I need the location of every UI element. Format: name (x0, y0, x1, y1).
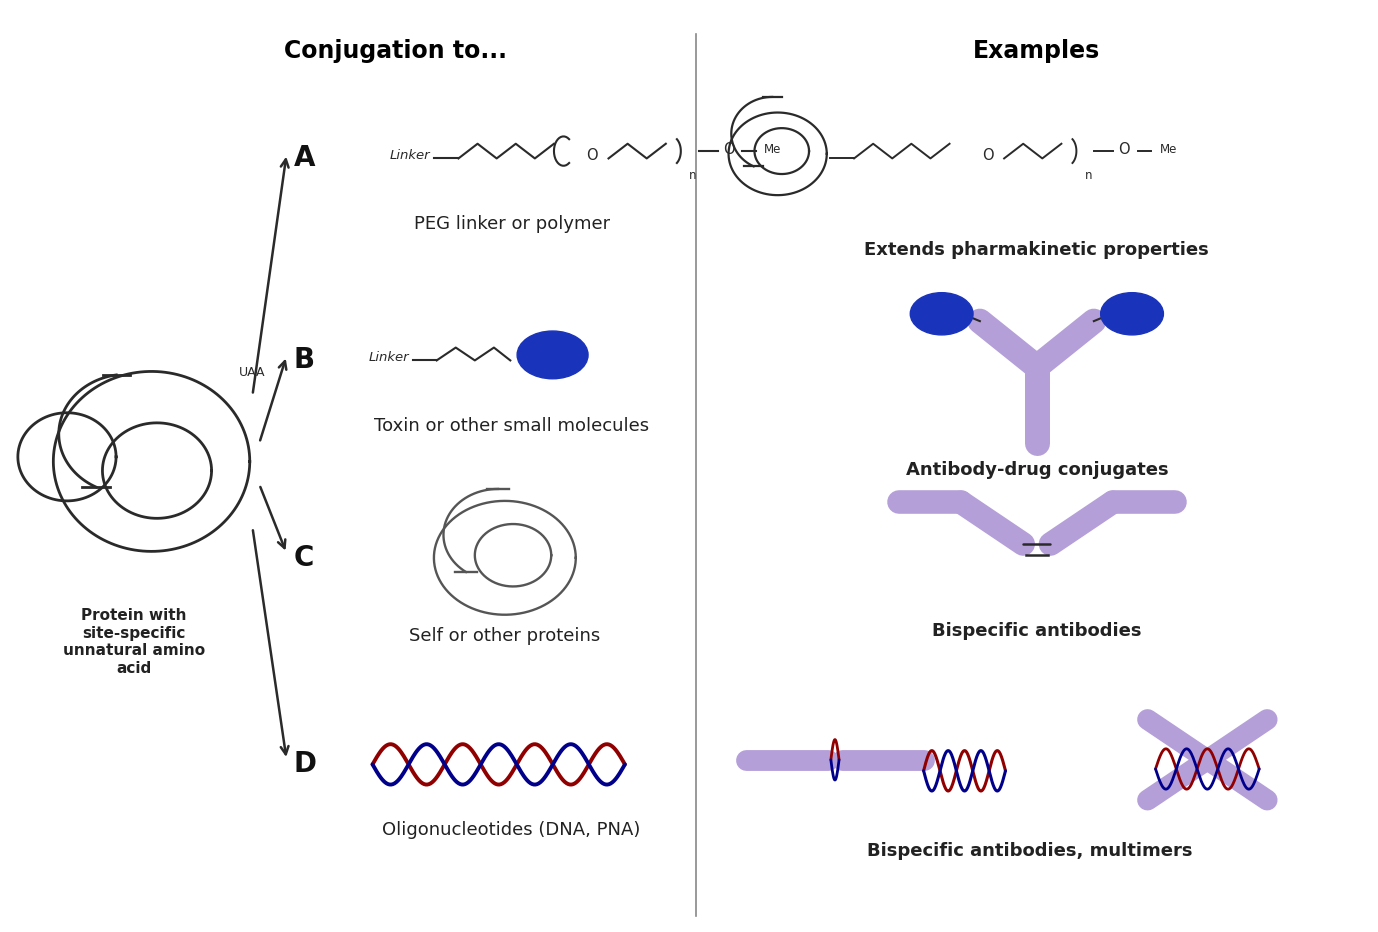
Text: Extends pharmakinetic properties: Extends pharmakinetic properties (864, 241, 1210, 259)
Text: O: O (722, 142, 734, 157)
Text: O: O (586, 148, 598, 163)
Text: PEG linker or polymer: PEG linker or polymer (413, 215, 609, 233)
Text: Me: Me (763, 143, 781, 156)
Text: Oligonucleotides (DNA, PNA): Oligonucleotides (DNA, PNA) (383, 821, 641, 840)
Text: C: C (294, 543, 314, 572)
Text: Me: Me (1160, 143, 1177, 156)
Text: n: n (689, 170, 696, 183)
Text: D: D (294, 750, 317, 778)
Text: Examples: Examples (973, 39, 1101, 63)
Text: A: A (294, 144, 316, 172)
Text: O: O (983, 148, 994, 163)
Text: Protein with
site-specific
unnatural amino
acid: Protein with site-specific unnatural ami… (63, 609, 205, 676)
Circle shape (1101, 293, 1163, 335)
Text: Toxin or other small molecules: Toxin or other small molecules (373, 418, 649, 435)
Text: n: n (1084, 170, 1093, 183)
Text: Bispecific antibodies: Bispecific antibodies (932, 622, 1141, 640)
Circle shape (517, 331, 588, 378)
Text: Bispecific antibodies, multimers: Bispecific antibodies, multimers (867, 843, 1193, 860)
Text: Linker: Linker (369, 351, 409, 364)
Text: UAA: UAA (238, 365, 266, 378)
Text: Linker: Linker (389, 149, 430, 162)
Text: Conjugation to...: Conjugation to... (284, 39, 507, 63)
Text: Self or other proteins: Self or other proteins (409, 626, 601, 645)
Text: O: O (1119, 142, 1130, 157)
Text: Antibody-drug conjugates: Antibody-drug conjugates (905, 461, 1169, 479)
Circle shape (911, 293, 973, 335)
Text: B: B (294, 347, 314, 375)
